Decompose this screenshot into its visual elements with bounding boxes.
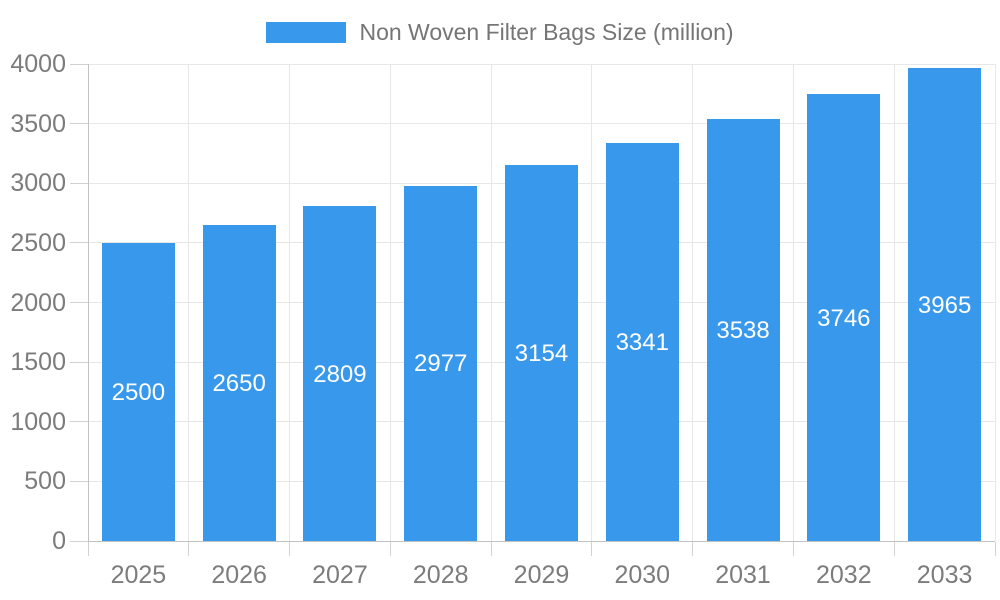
y-axis-label: 0: [52, 527, 66, 555]
legend-item[interactable]: Non Woven Filter Bags Size (million): [0, 19, 1000, 46]
x-axis-label: 2027: [312, 561, 368, 589]
x-axis-tick: [893, 542, 895, 556]
x-axis-label: 2030: [614, 561, 671, 589]
y-axis-label: 2000: [10, 288, 66, 317]
bar-2027[interactable]: [303, 206, 377, 541]
y-axis-label: 2500: [10, 228, 66, 257]
gridline-vertical: [591, 64, 593, 541]
y-axis-tick: [70, 361, 88, 363]
gridline-vertical: [289, 64, 291, 541]
y-axis-label: 1000: [10, 407, 66, 436]
y-axis-tick: [70, 63, 88, 65]
y-axis-label: 3500: [10, 109, 66, 138]
bar-2025[interactable]: [101, 242, 175, 541]
plot-area: 0 500 1000 1500 2000 2500 3000 3500 4000 2500 2025…: [10, 50, 996, 589]
bar-2029[interactable]: [505, 164, 578, 541]
x-axis-label: 2031: [715, 561, 771, 589]
y-axis-label: 500: [24, 467, 66, 496]
bar-2033[interactable]: [908, 68, 982, 541]
x-axis-tick: [87, 542, 89, 556]
x-axis-tick: [591, 542, 593, 556]
x-axis-tick: [490, 542, 492, 556]
gridline-vertical: [994, 64, 996, 541]
y-axis-tick: [70, 540, 88, 542]
gridline-horizontal: [88, 63, 995, 65]
x-axis-label: 2029: [513, 561, 570, 589]
bar-2030[interactable]: [605, 142, 679, 541]
x-axis-tick: [994, 542, 996, 556]
legend-swatch: [266, 22, 347, 43]
y-axis-tick: [70, 302, 88, 303]
gridline-vertical: [792, 64, 794, 541]
x-axis-label: 2026: [211, 561, 267, 589]
x-axis-tick: [389, 542, 391, 556]
gridline-vertical: [692, 64, 694, 541]
x-axis-tick: [692, 542, 694, 556]
y-axis-label: 1500: [10, 348, 66, 377]
y-axis-label: 3000: [10, 169, 66, 198]
gridline-vertical: [188, 64, 190, 541]
y-axis-label: 4000: [10, 50, 66, 78]
x-axis-label: 2033: [916, 561, 973, 589]
x-axis-label: 2028: [412, 561, 469, 589]
gridline-vertical: [389, 64, 391, 541]
bar-2028[interactable]: [404, 185, 478, 541]
y-axis-tick: [70, 123, 88, 125]
bar-2032[interactable]: [807, 94, 881, 541]
x-axis-tick: [289, 542, 291, 556]
gridline-vertical: [893, 64, 895, 541]
x-axis-tick: [792, 542, 794, 556]
y-axis-tick: [70, 182, 88, 184]
legend-label: Non Woven Filter Bags Size (million): [359, 19, 734, 45]
y-axis-tick: [70, 242, 88, 244]
y-axis-line: [88, 64, 89, 541]
y-axis-tick: [70, 480, 88, 482]
y-axis-tick: [70, 421, 88, 423]
bar-2031[interactable]: [706, 119, 780, 541]
gridline-vertical: [490, 64, 492, 541]
x-axis-tick: [188, 542, 190, 556]
bar-2026[interactable]: [202, 224, 276, 541]
x-axis-label: 2032: [816, 561, 872, 589]
x-axis-label: 2025: [110, 561, 167, 589]
